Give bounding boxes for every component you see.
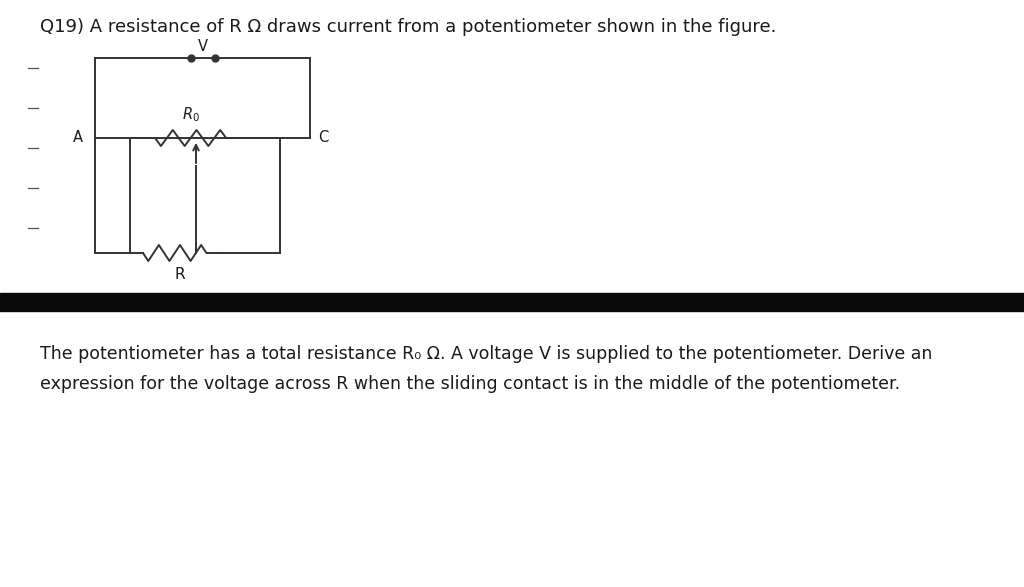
Text: C: C bbox=[318, 130, 329, 146]
Text: $R_0$: $R_0$ bbox=[182, 105, 200, 124]
Text: expression for the voltage across R when the sliding contact is in the middle of: expression for the voltage across R when… bbox=[40, 375, 900, 393]
Text: The potentiometer has a total resistance R₀ Ω. A voltage V is supplied to the po: The potentiometer has a total resistance… bbox=[40, 345, 933, 363]
Text: R: R bbox=[175, 267, 185, 282]
Text: Q19) A resistance of R Ω draws current from a potentiometer shown in the figure.: Q19) A resistance of R Ω draws current f… bbox=[40, 18, 776, 36]
Text: A: A bbox=[73, 130, 83, 146]
Text: V: V bbox=[198, 39, 208, 54]
Bar bbox=[0, 293, 1024, 311]
